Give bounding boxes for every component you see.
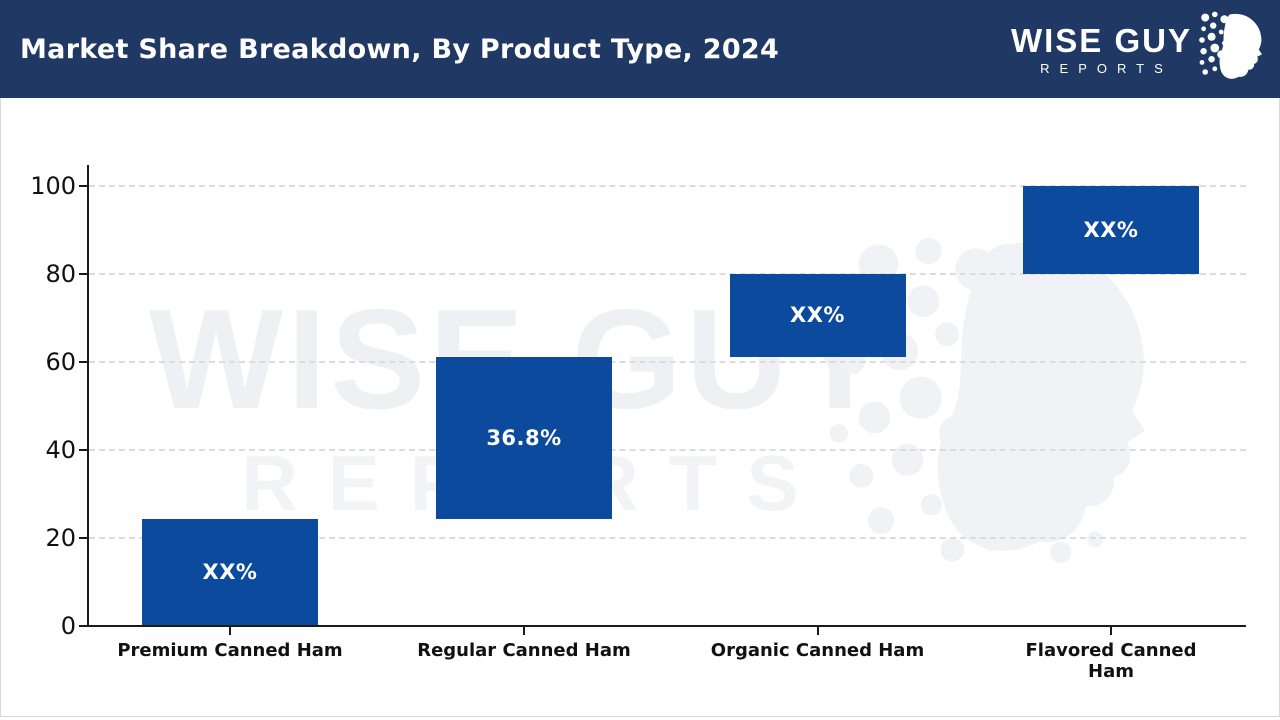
x-axis-category-label: Organic Canned Ham <box>710 640 925 661</box>
gridline <box>89 449 1246 451</box>
y-axis-tick-label: 100 <box>30 172 76 200</box>
y-axis-tick-label: 20 <box>45 524 76 552</box>
brand-logo-text: WISE GUY REPORTS <box>1011 24 1192 76</box>
y-axis-tick <box>79 625 88 627</box>
bar-2[interactable]: 36.8% <box>436 356 612 519</box>
y-axis-tick <box>79 361 88 363</box>
bar-value-label: XX% <box>202 560 258 585</box>
frame-border-bottom <box>0 716 1280 717</box>
bar-3[interactable]: XX% <box>729 274 906 357</box>
frame-border-left <box>0 98 1 717</box>
brand-subname: REPORTS <box>1040 60 1173 76</box>
x-axis-tick <box>1110 627 1112 635</box>
gridline <box>89 185 1246 187</box>
x-axis-tick <box>816 627 819 635</box>
x-axis-category-label: Premium Canned Ham <box>117 640 343 661</box>
bar-value-label: XX% <box>1083 218 1139 242</box>
bar-value-label: 36.8% <box>486 425 562 450</box>
brand-name: WISE GUY <box>1010 22 1192 60</box>
header-bar: Market Share Breakdown, By Product Type,… <box>0 0 1280 98</box>
dotted-face-watermark <box>800 222 1200 596</box>
y-axis-tick <box>79 185 88 187</box>
gridline <box>89 361 1246 363</box>
y-axis-tick-label: 60 <box>45 348 76 376</box>
x-axis-category-label: Regular Canned Ham <box>417 640 631 661</box>
x-axis-tick <box>229 627 231 635</box>
x-axis-tick <box>523 627 525 635</box>
x-axis-category-label: Flavored Canned Ham <box>1025 640 1197 682</box>
y-axis-line <box>87 165 89 627</box>
y-axis-tick <box>79 273 88 275</box>
bar-value-label: XX% <box>790 303 845 328</box>
y-axis-tick <box>79 537 88 539</box>
x-axis-line <box>87 625 1246 627</box>
gridline <box>89 273 1246 275</box>
y-axis-tick-label: 0 <box>60 612 76 640</box>
dotted-face-logo-icon <box>1194 7 1266 94</box>
brand-logo: WISE GUY REPORTS <box>1011 8 1266 92</box>
y-axis-tick-label: 40 <box>45 436 76 464</box>
y-axis-tick-label: 80 <box>45 260 76 288</box>
page-title: Market Share Breakdown, By Product Type,… <box>20 33 780 65</box>
y-axis-tick <box>79 449 88 451</box>
bar-1[interactable]: XX% <box>142 518 318 626</box>
gridline <box>89 537 1246 539</box>
bar-4[interactable]: XX% <box>1023 186 1199 274</box>
